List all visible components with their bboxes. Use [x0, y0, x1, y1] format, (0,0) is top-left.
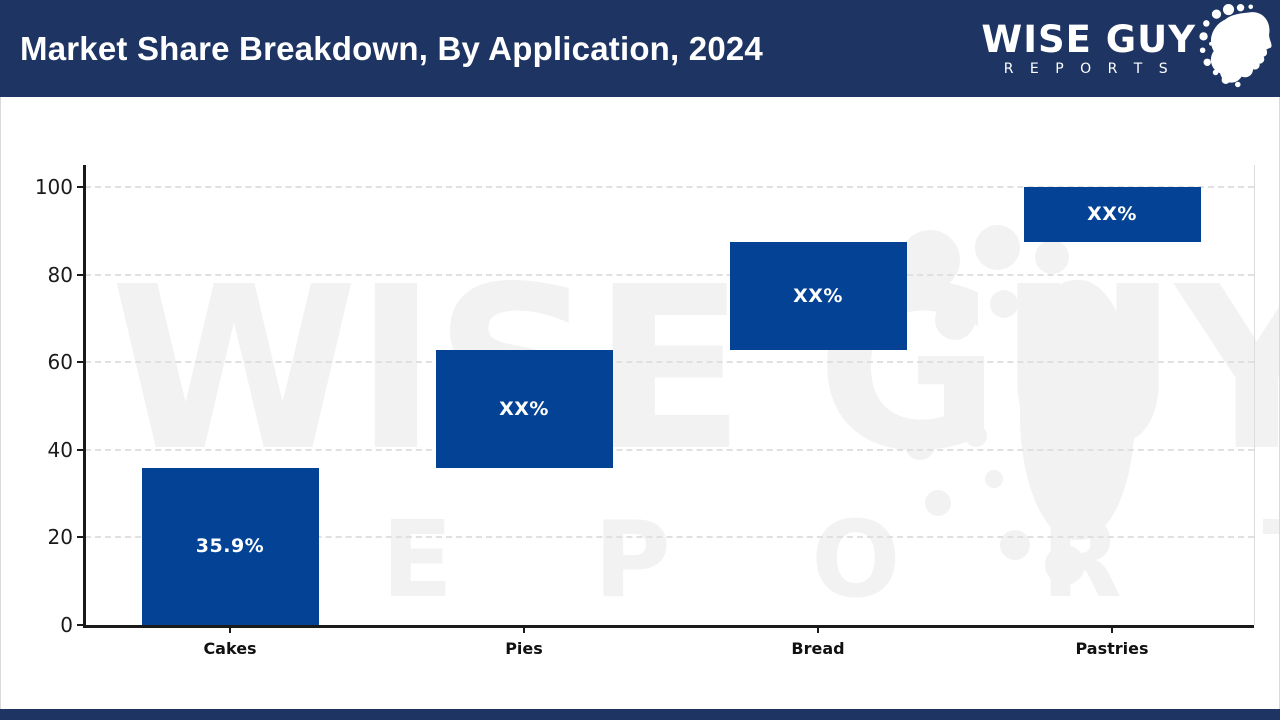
watermark-dot [965, 425, 987, 447]
watermark-dot [985, 470, 1003, 488]
bar-value-label: XX% [793, 285, 843, 308]
header-bar: Market Share Breakdown, By Application, … [0, 0, 1280, 97]
y-tick-label: 0 [60, 613, 73, 637]
y-axis-tick [77, 536, 85, 539]
waterfall-bar-pies [435, 350, 613, 468]
bar-value-label: XX% [1087, 203, 1137, 226]
bar-value-label: XX% [499, 398, 549, 421]
watermark-head-blob [1020, 280, 1135, 540]
bar-value-label: 35.9% [195, 535, 265, 558]
y-axis-tick [77, 186, 85, 188]
watermark-dot [1000, 530, 1030, 560]
y-tick-label: 100 [34, 175, 73, 199]
frame-border-left [0, 97, 1, 720]
y-gridline [85, 536, 1254, 539]
y-axis-tick [77, 273, 85, 276]
head-profile-icon [1198, 3, 1272, 95]
y-axis-tick [77, 624, 85, 626]
watermark-dot [905, 430, 935, 460]
x-axis-line [83, 625, 1254, 628]
watermark-dot [950, 360, 984, 394]
y-axis-tick [77, 448, 85, 451]
watermark-dot [975, 225, 1020, 270]
logo-text: WISE GUY R E P O R T S [981, 21, 1196, 76]
waterfall-bar-bread [729, 241, 907, 351]
x-tick-label: Pies [505, 639, 543, 658]
x-axis-tick [817, 625, 819, 633]
y-gridline [85, 273, 1254, 276]
watermark-dot [900, 230, 960, 290]
x-tick-label: Bread [791, 639, 845, 658]
x-tick-label: Cakes [203, 639, 257, 658]
y-tick-label: 20 [47, 525, 73, 550]
x-axis-tick [523, 625, 525, 633]
y-axis-tick [77, 361, 85, 364]
watermark-dot [1045, 545, 1085, 585]
x-axis-tick [1111, 625, 1113, 633]
watermark-dot [925, 490, 951, 516]
wise-guy-logo: WISE GUY R E P O R T S [981, 3, 1272, 95]
y-gridline [85, 448, 1254, 451]
y-tick-label: 60 [47, 350, 73, 375]
logo-wordmark: WISE GUY [981, 18, 1196, 61]
y-axis-line [83, 165, 86, 627]
right-spine [1254, 165, 1255, 625]
watermark-dot [990, 290, 1018, 318]
y-gridline [85, 361, 1254, 364]
logo-subtitle: R E P O R T S [1003, 61, 1174, 77]
y-tick-label: 40 [47, 437, 73, 462]
waterfall-bar-pastries [1023, 187, 1201, 242]
page-title: Market Share Breakdown, By Application, … [20, 29, 763, 67]
y-tick-label: 80 [47, 262, 73, 287]
footer-bar [0, 709, 1280, 720]
waterfall-chart: 0 20 40 60 80 100 35.9% XX% XX% XX% Cakes Pies Bread… [0, 97, 1280, 709]
watermark-dot [935, 300, 975, 340]
y-gridline [85, 186, 1254, 188]
x-tick-label: Pastries [1075, 639, 1149, 658]
x-axis-tick [229, 625, 231, 633]
waterfall-bar-cakes [141, 467, 319, 625]
watermark-dot [1035, 240, 1069, 274]
